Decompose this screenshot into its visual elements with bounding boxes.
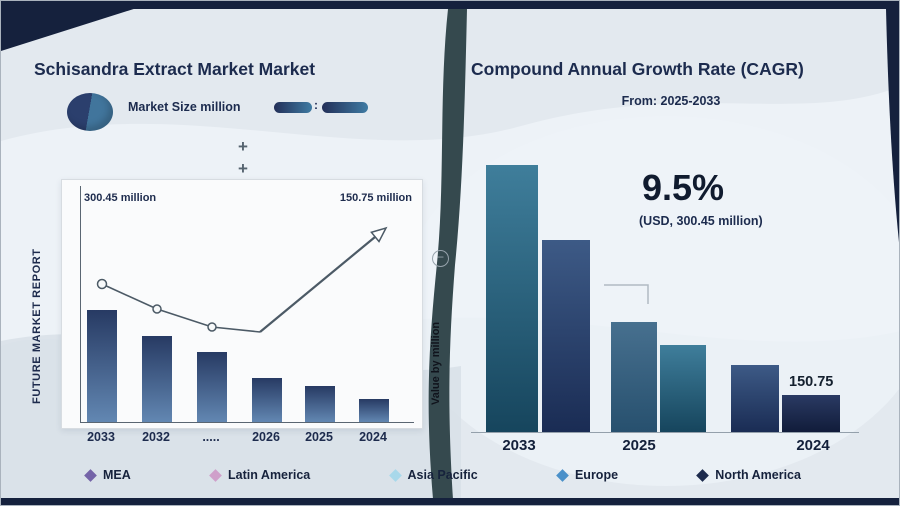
left-annotation-150: 150.75 million	[339, 192, 412, 204]
left-x-axis-label: 2033	[87, 430, 115, 444]
left-chart-bar	[197, 352, 227, 422]
right-x-axis-label: 2033	[502, 437, 536, 454]
legend-diamond-icon	[388, 468, 402, 482]
capsule-decoration-2	[322, 102, 368, 113]
legend-item-north-america: North America	[696, 468, 801, 482]
legend-diamond-icon	[209, 468, 222, 482]
forecast-arrow-head	[370, 226, 388, 243]
right-edge-wedge	[886, 9, 899, 243]
right-x-axis-label: 2025	[622, 437, 656, 454]
legend-label: MEA	[103, 468, 131, 482]
circle-minus-icon: −	[432, 250, 449, 267]
right-chart-bar	[782, 395, 840, 432]
market-size-pie-icon	[67, 93, 113, 131]
legend-label: Latin America	[228, 468, 311, 482]
left-chart-bar	[359, 399, 389, 422]
cagr-subtitle: From: 2025-2033	[621, 94, 721, 108]
right-chart-bar	[611, 322, 657, 432]
trend-marker	[152, 304, 162, 314]
trend-marker	[207, 322, 217, 332]
right-x-axis	[471, 431, 859, 433]
legend-label: Europe	[574, 468, 619, 482]
right-chart-bar	[660, 345, 706, 432]
cagr-caption: (USD, 300.45 million)	[639, 214, 763, 228]
left-chart-bar	[142, 336, 172, 422]
legend-item-mea: MEA	[84, 468, 131, 482]
left-y-axis	[80, 186, 81, 423]
left-chart-bar	[252, 378, 282, 422]
right-chart-bar	[731, 365, 779, 432]
legend-label: Asia Pacific	[407, 468, 478, 482]
left-x-axis	[80, 422, 414, 423]
right-chart-bar	[542, 240, 590, 432]
cagr-percentage: 9.5%	[642, 167, 725, 208]
legend-item-asia-pacific: Asia Pacific	[388, 468, 478, 482]
market-size-legend-label: Market Size million	[128, 100, 241, 114]
cagr-title: Compound Annual Growth Rate (CAGR)	[471, 59, 804, 79]
right-x-axis-labels: 2033 2025 2024	[1, 437, 899, 457]
step-annotation-line	[604, 284, 649, 304]
plus-mark-icon: +	[238, 137, 248, 156]
left-chart-bar	[87, 310, 117, 422]
left-x-axis-labels: 2033 2032..... 2026 2025 2024	[61, 430, 421, 448]
left-bar-chart: 300.45 million 150.75 million	[61, 179, 423, 429]
left-x-axis-label: 2026	[252, 430, 280, 444]
legend-diamond-icon	[84, 468, 97, 482]
right-x-axis-label: 2024	[796, 437, 830, 454]
value-by-million-label: Value by million	[430, 321, 442, 405]
legend-label: North America	[715, 468, 801, 482]
left-x-axis-label: 2032	[142, 430, 170, 444]
top-left-corner-triangle	[1, 1, 159, 51]
left-chart-bar	[305, 386, 335, 422]
capsule-colon: :	[314, 98, 318, 112]
top-border-bar	[1, 1, 899, 9]
capsule-decoration-1	[274, 102, 312, 113]
right-bar-chart	[471, 161, 861, 433]
legend-item-latin-america: Latin America	[209, 468, 311, 482]
left-x-axis-label: 2025	[305, 430, 333, 444]
right-chart-bar	[486, 165, 538, 432]
future-market-report-label: FUTURE MARKET REPORT	[31, 248, 43, 404]
legend-item-europe: Europe	[556, 468, 619, 482]
legend-diamond-icon	[696, 468, 710, 482]
bottom-border-bar	[1, 498, 899, 505]
left-x-axis-label: 2024	[359, 430, 387, 444]
trend-marker	[96, 278, 108, 290]
trend-polyline	[101, 283, 261, 333]
left-annotation-300: 300.45 million	[84, 192, 157, 204]
region-legend: MEA Latin America Asia Pacific Europe North …	[84, 466, 801, 484]
forecast-arrow-shaft	[259, 236, 376, 333]
left-x-axis-label: .....	[202, 430, 220, 444]
value-label-150: 150.75	[789, 374, 834, 390]
legend-diamond-icon	[556, 468, 569, 482]
left-chart-title: Schisandra Extract Market Market	[34, 59, 316, 79]
plus-mark-icon: +	[238, 159, 248, 178]
